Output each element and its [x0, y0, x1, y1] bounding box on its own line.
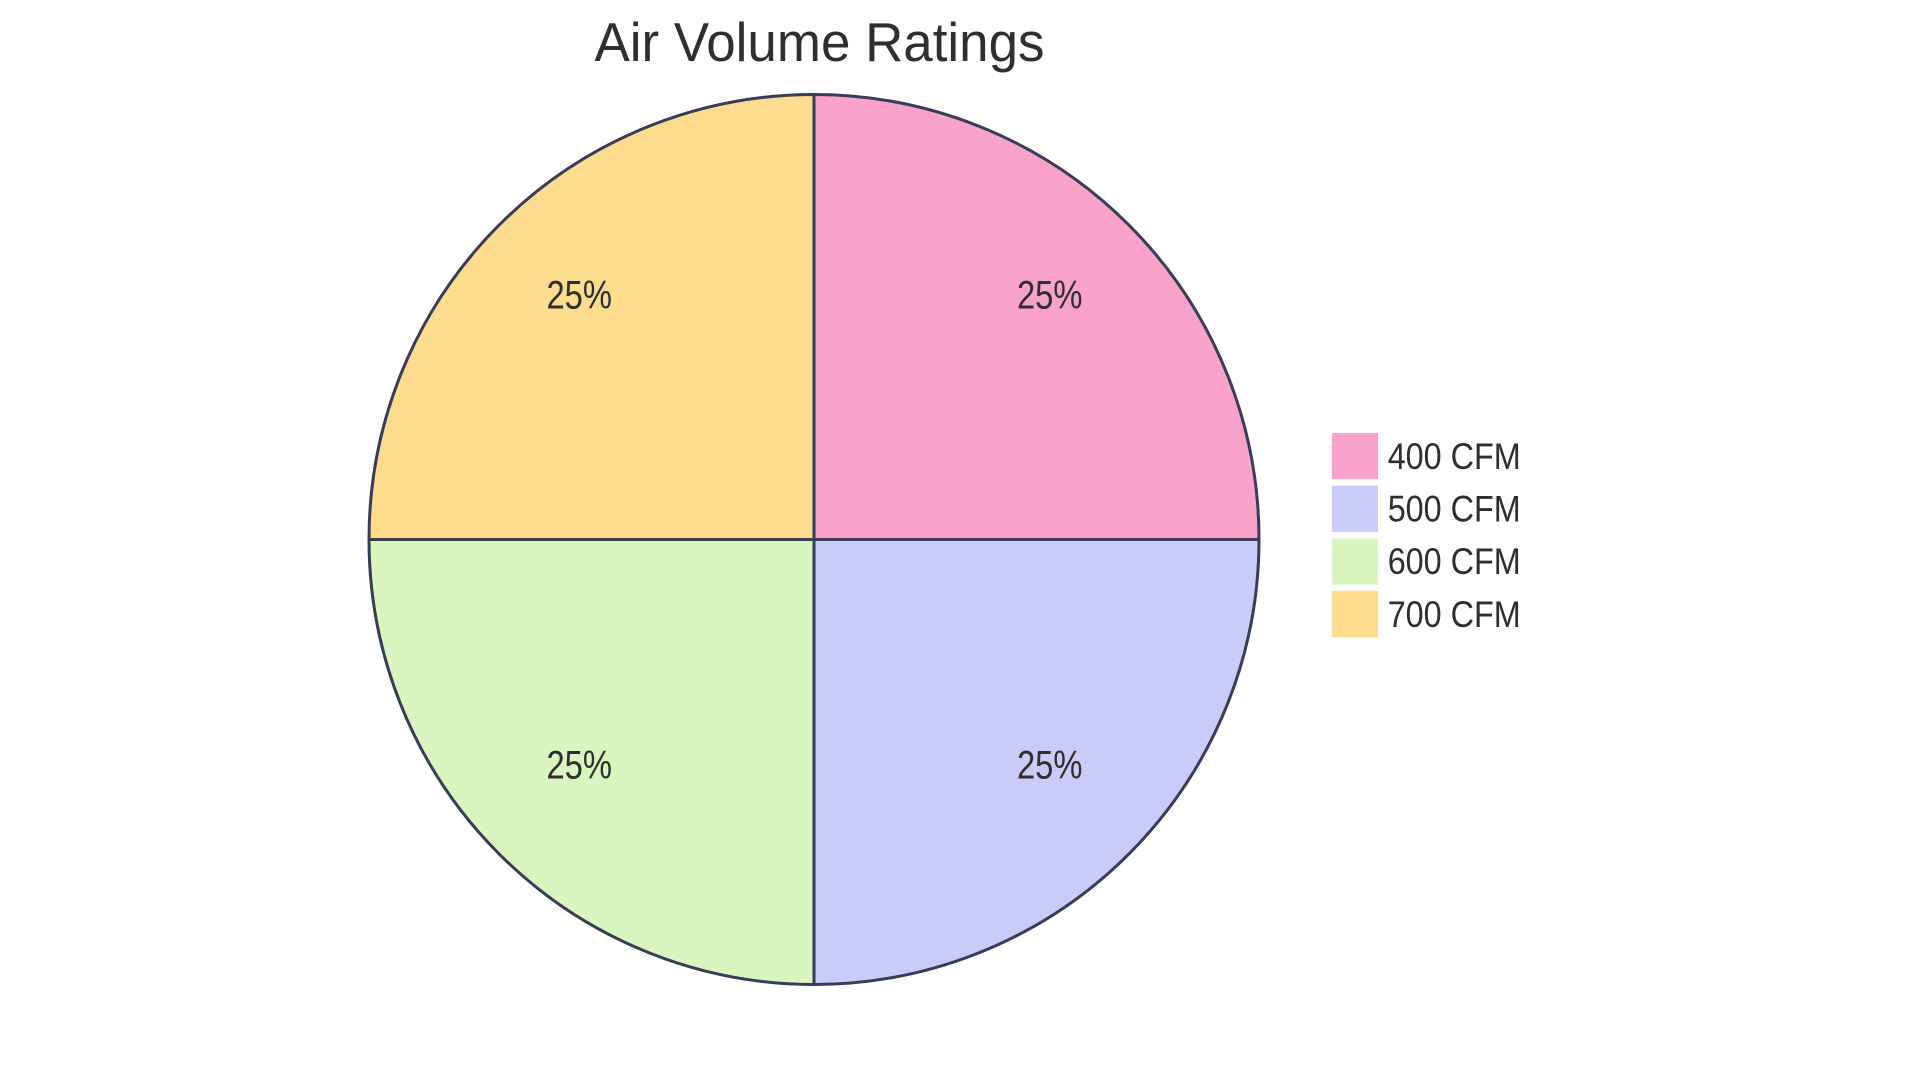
- svg-text:25%: 25%: [546, 743, 612, 788]
- svg-text:25%: 25%: [1017, 743, 1083, 788]
- svg-text:600 CFM: 600 CFM: [1388, 540, 1521, 582]
- svg-text:700 CFM: 700 CFM: [1388, 593, 1521, 635]
- svg-text:25%: 25%: [1017, 273, 1083, 318]
- svg-text:500 CFM: 500 CFM: [1388, 488, 1521, 530]
- svg-text:Air Volume Ratings: Air Volume Ratings: [595, 11, 1045, 73]
- svg-text:400 CFM: 400 CFM: [1388, 435, 1521, 477]
- svg-text:25%: 25%: [546, 273, 612, 318]
